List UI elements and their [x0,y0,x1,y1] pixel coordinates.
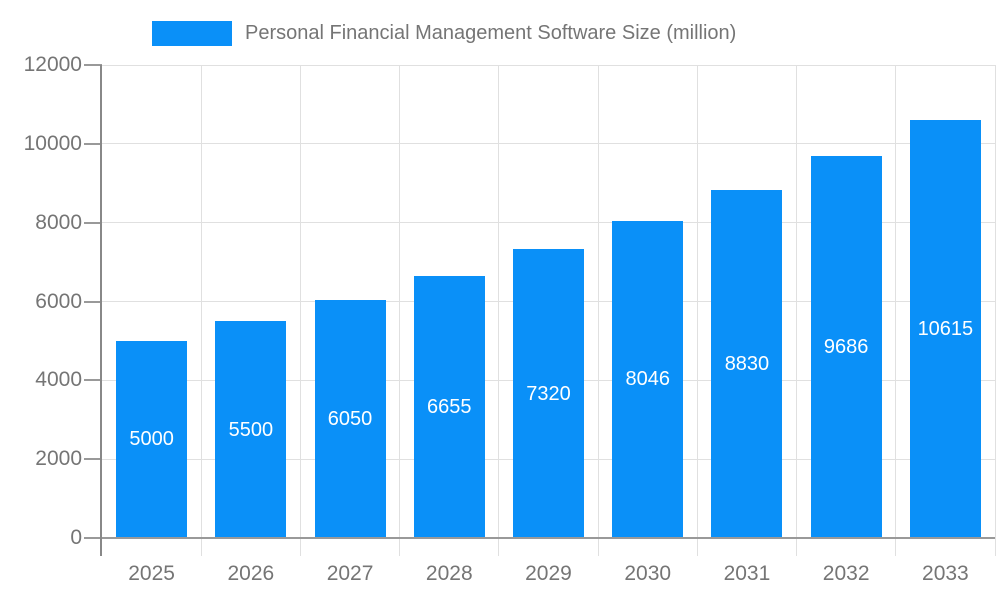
bar [513,249,584,538]
x-tick-label: 2033 [922,562,969,585]
x-gridline [796,65,798,556]
x-gridline [895,65,897,556]
x-gridline [399,65,401,556]
legend-swatch [152,21,232,46]
y-tick [84,537,102,539]
y-tick-label: 8000 [35,210,82,234]
bar-value-label: 10615 [917,317,974,340]
bar-value-label: 5500 [228,418,274,441]
x-gridline [994,65,996,556]
x-tick-label: 2026 [227,562,275,585]
y-axis-line [100,65,102,556]
y-tick-label: 10000 [23,131,82,155]
y-tick [84,379,102,382]
bar-value-label: 8046 [625,368,670,391]
x-tick-label: 2030 [624,562,672,585]
x-tick-label: 2029 [525,562,572,585]
bar [413,275,485,538]
x-gridline [200,65,202,556]
y-tick-label: 4000 [35,368,82,392]
x-gridline [498,65,500,556]
bar-value-label: 7320 [526,382,571,405]
y-gridline [102,64,995,66]
x-tick-label: 2032 [822,562,870,585]
x-tick-label: 2027 [326,562,374,585]
x-gridline [299,65,301,556]
y-tick-label: 2000 [35,447,82,471]
bar-value-label: 8830 [724,352,770,375]
y-tick [84,64,102,66]
bar [909,119,981,538]
bar-value-label: 9686 [823,336,869,359]
y-tick [84,142,102,145]
x-gridline [696,65,698,556]
x-tick-label: 2025 [128,562,175,585]
y-tick-label: 0 [70,526,82,549]
bar [116,340,188,538]
bar-value-label: 5000 [129,428,174,451]
x-gridline [597,65,599,556]
x-tick-label: 2031 [723,562,771,585]
y-tick-label: 12000 [23,53,82,76]
y-tick [84,221,102,224]
x-axis-line [102,537,995,539]
bar [711,189,783,538]
y-tick [84,300,102,303]
y-gridline [102,143,995,145]
y-tick [84,458,102,461]
bar [314,299,386,538]
bar-value-label: 6655 [427,395,472,418]
bar-value-label: 6050 [327,407,373,430]
bar [810,156,882,538]
bar [612,220,684,538]
y-gridline [102,222,995,224]
legend-label: Personal Financial Management Software S… [245,22,737,44]
bar [215,321,287,538]
y-tick-label: 6000 [35,289,82,313]
x-tick-label: 2028 [425,562,473,585]
